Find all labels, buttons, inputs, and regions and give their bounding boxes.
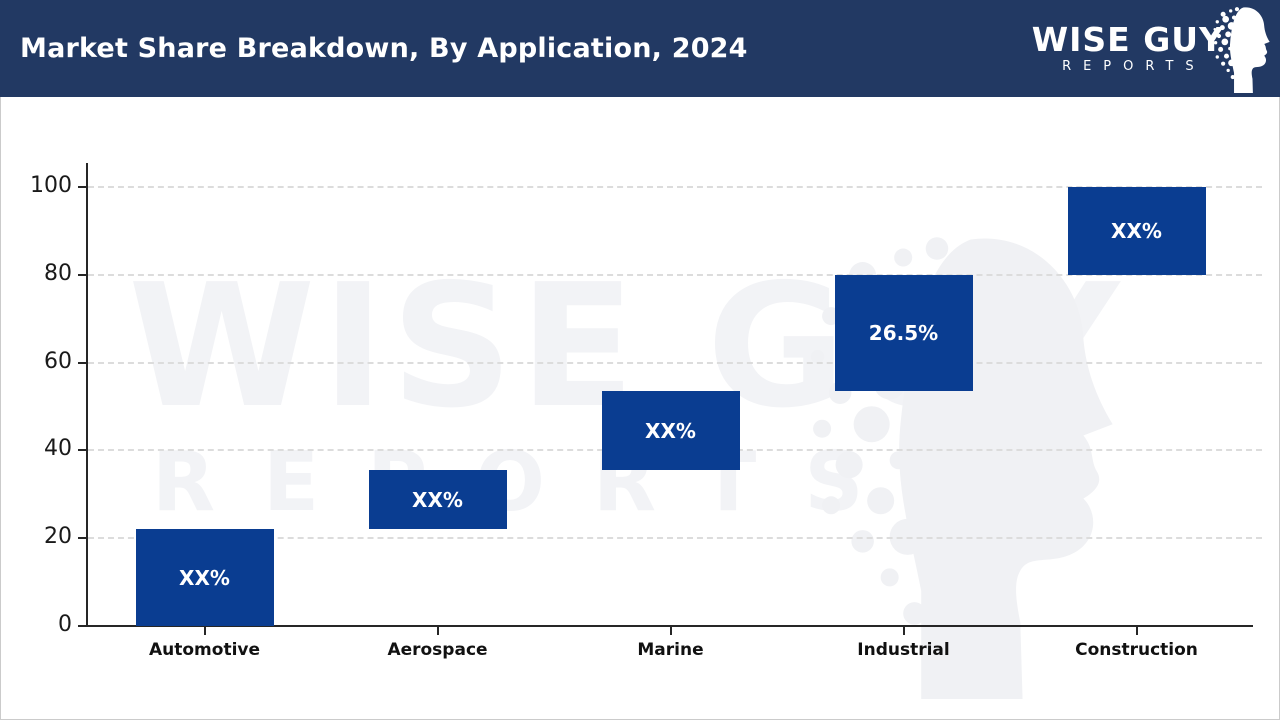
x-tick-industrial xyxy=(902,627,905,635)
bar-value-label-aerospace: XX% xyxy=(412,487,463,512)
logo-wordmark: WISE GUY xyxy=(1031,19,1224,59)
bar-marine: XX% xyxy=(601,391,740,471)
gridline-100 xyxy=(88,186,1262,188)
y-tick-100 xyxy=(78,186,88,188)
bar-value-label-construction: XX% xyxy=(1111,218,1162,243)
category-label-automotive: Automotive xyxy=(148,640,261,660)
page-title: Market Share Breakdown, By Application, … xyxy=(20,33,748,64)
category-label-aerospace: Aerospace xyxy=(387,640,488,660)
logo-dot-face-icon xyxy=(1210,5,1274,93)
logo-text: WISE GUY REPORTS xyxy=(1031,19,1224,75)
y-tick-40 xyxy=(78,449,88,452)
logo-subtitle: REPORTS xyxy=(1062,59,1206,75)
gridline-60 xyxy=(88,361,1262,364)
wise-guy-reports-logo: WISE GUY REPORTS xyxy=(1032,5,1280,93)
y-tick-label-40: 40 xyxy=(44,436,72,462)
bar-automotive: XX% xyxy=(135,529,274,626)
x-tick-aerospace xyxy=(436,627,439,635)
category-label-construction: Construction xyxy=(1075,640,1198,660)
header-bar: Market Share Breakdown, By Application, … xyxy=(0,0,1280,97)
x-tick-marine xyxy=(669,627,672,635)
gridline-20 xyxy=(88,537,1262,540)
y-tick-label-60: 60 xyxy=(44,348,72,374)
y-tick-label-80: 80 xyxy=(44,260,72,286)
y-tick-60 xyxy=(78,361,88,364)
category-label-marine: Marine xyxy=(637,640,704,660)
category-label-industrial: Industrial xyxy=(857,640,950,660)
x-tick-construction xyxy=(1135,627,1138,635)
y-tick-label-20: 20 xyxy=(44,524,72,550)
y-tick-label-100: 100 xyxy=(30,173,72,198)
bar-value-label-automotive: XX% xyxy=(179,565,230,590)
bar-construction: XX% xyxy=(1067,187,1206,275)
y-tick-80 xyxy=(78,273,88,276)
bar-industrial: 26.5% xyxy=(834,274,973,392)
x-tick-automotive xyxy=(203,627,206,635)
y-tick-label-0: 0 xyxy=(58,612,72,637)
bar-value-label-marine: XX% xyxy=(645,418,696,443)
watermark-text-reports: REPORTS xyxy=(152,435,912,530)
gridline-80 xyxy=(88,273,1262,276)
bar-value-label-industrial: 26.5% xyxy=(868,320,939,345)
y-tick-0 xyxy=(78,625,88,627)
y-axis-line xyxy=(86,163,88,627)
bar-aerospace: XX% xyxy=(368,470,507,530)
x-axis-line xyxy=(86,625,1253,627)
y-tick-20 xyxy=(78,537,88,540)
